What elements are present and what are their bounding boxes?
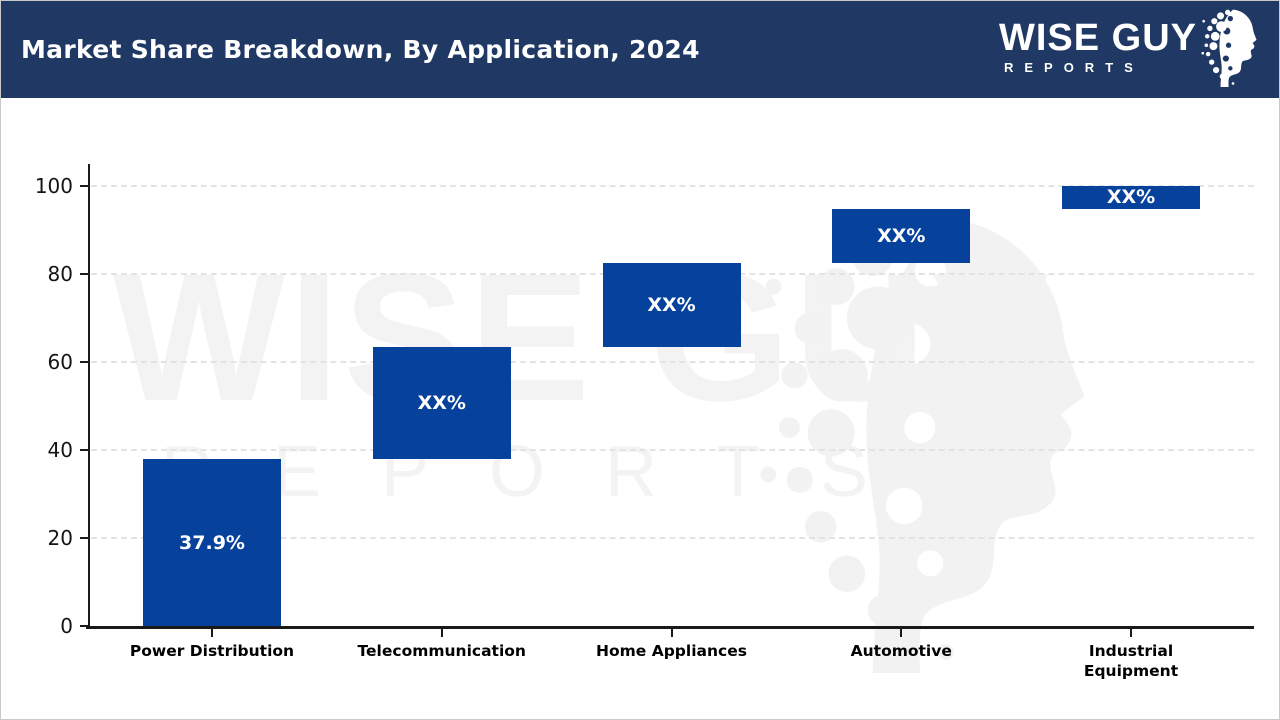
gridline-100: [91, 185, 1254, 187]
bar-value-label: XX%: [1106, 186, 1156, 209]
x-axis-tick: [900, 629, 903, 637]
x-axis-label-telecommunication: Telecommunication: [357, 642, 526, 660]
header-bar: Market Share Breakdown, By Application, …: [1, 1, 1279, 98]
y-axis-tick-label: 0: [60, 614, 73, 638]
bar-telecommunication: XX%: [372, 346, 511, 460]
x-axis-tick: [211, 629, 213, 637]
bar-value-label: XX%: [647, 293, 696, 316]
x-axis-tick: [670, 629, 673, 637]
x-axis-tick: [1130, 629, 1132, 637]
y-axis-line: [88, 164, 90, 628]
logo-subtext: REPORTS: [1003, 60, 1144, 75]
logo-wordmark: WISE GUY: [998, 17, 1197, 59]
page-title: Market Share Breakdown, By Application, …: [21, 35, 700, 64]
y-axis-tick-label: 20: [47, 526, 73, 550]
bar-home-appliances: XX%: [602, 263, 741, 347]
x-axis-label-automotive: Automotive: [850, 642, 952, 660]
x-axis-tick: [440, 629, 443, 637]
y-axis-tick: [80, 273, 89, 275]
x-axis-line: [86, 626, 1254, 629]
y-axis-tick: [80, 361, 89, 363]
bar-industrial-equipment: XX%: [1062, 186, 1200, 209]
logo-head-icon: [1201, 7, 1265, 87]
gridline-40: [91, 449, 1254, 451]
bar-value-label: 37.9%: [179, 531, 245, 554]
wise-guy-logo: WISE GUY REPORTS: [999, 7, 1265, 87]
bar-value-label: XX%: [417, 391, 466, 414]
x-axis-label-industrial-equipment: Industrial Equipment: [1083, 642, 1179, 681]
y-axis-tick: [80, 449, 89, 451]
bar-power-distribution: 37.9%: [143, 459, 281, 626]
bar-automotive: XX%: [832, 208, 971, 263]
gridline-60: [91, 361, 1254, 363]
y-axis-tick-label: 40: [47, 438, 73, 462]
y-axis-tick-label: 60: [47, 350, 73, 374]
y-axis-tick-label: 80: [47, 262, 73, 286]
x-axis-label-home-appliances: Home Appliances: [596, 642, 747, 660]
y-axis-tick-label: 100: [34, 174, 73, 198]
gridline-20: [91, 537, 1254, 539]
x-axis-label-power-distribution: Power Distribution: [129, 642, 295, 660]
y-axis-tick: [80, 185, 89, 187]
watermark: WISE GUY REPORTS: [1, 98, 1280, 720]
bar-value-label: XX%: [877, 224, 926, 247]
logo-text: WISE GUY REPORTS: [999, 19, 1197, 75]
y-axis-tick: [80, 625, 89, 627]
y-axis-tick: [80, 537, 89, 539]
